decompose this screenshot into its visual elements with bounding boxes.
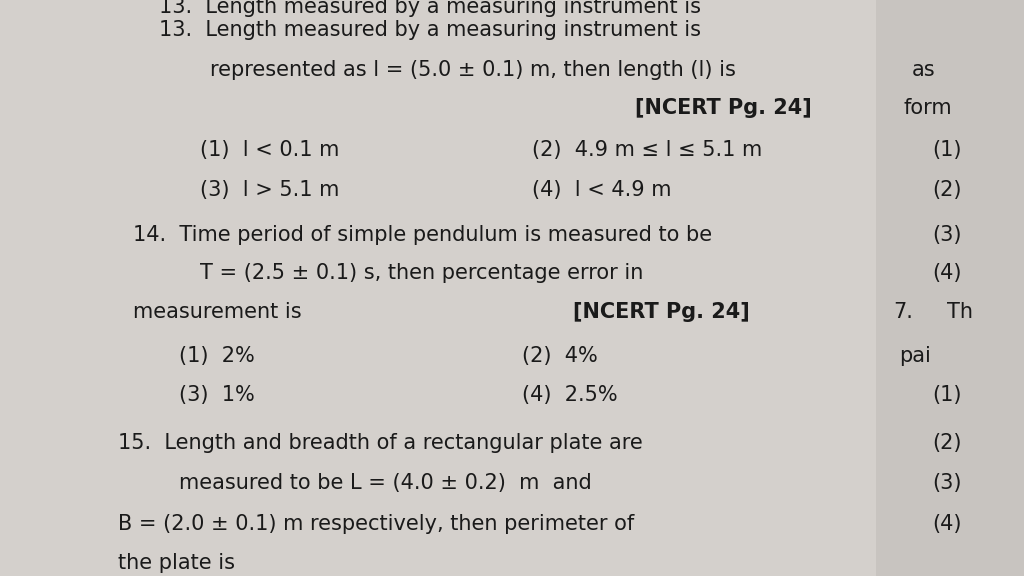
Bar <box>876 0 1024 576</box>
Text: (2): (2) <box>932 180 962 200</box>
Text: [NCERT Pg. 24]: [NCERT Pg. 24] <box>635 98 812 118</box>
Text: (3)  1%: (3) 1% <box>179 385 255 405</box>
Text: 14.  Time period of simple pendulum is measured to be: 14. Time period of simple pendulum is me… <box>133 225 713 245</box>
Text: (3)  l > 5.1 m: (3) l > 5.1 m <box>200 180 339 200</box>
Text: 13.  Length measured by a measuring instrument is: 13. Length measured by a measuring instr… <box>159 0 700 17</box>
Text: (2)  4%: (2) 4% <box>522 346 598 366</box>
Text: (3): (3) <box>932 225 962 245</box>
Text: B = (2.0 ± 0.1) m respectively, then perimeter of: B = (2.0 ± 0.1) m respectively, then per… <box>118 514 634 534</box>
Text: (1): (1) <box>932 385 962 405</box>
Text: (2): (2) <box>932 433 962 453</box>
Text: measurement is: measurement is <box>133 302 302 322</box>
Text: (1)  l < 0.1 m: (1) l < 0.1 m <box>200 140 339 160</box>
Text: pai: pai <box>899 346 931 366</box>
Text: measured to be L = (4.0 ± 0.2)  m  and: measured to be L = (4.0 ± 0.2) m and <box>179 473 592 494</box>
Text: form: form <box>903 98 951 118</box>
Text: (3): (3) <box>932 473 962 494</box>
Text: [NCERT Pg. 24]: [NCERT Pg. 24] <box>573 302 751 322</box>
Text: (4): (4) <box>932 263 962 283</box>
Text: Th: Th <box>947 302 973 322</box>
Text: T = (2.5 ± 0.1) s, then percentage error in: T = (2.5 ± 0.1) s, then percentage error… <box>200 263 643 283</box>
Text: (4)  l < 4.9 m: (4) l < 4.9 m <box>532 180 672 200</box>
Text: (4): (4) <box>932 514 962 534</box>
Text: 13.  Length measured by a measuring instrument is: 13. Length measured by a measuring instr… <box>159 20 700 40</box>
Text: (1): (1) <box>932 140 962 160</box>
Text: 15.  Length and breadth of a rectangular plate are: 15. Length and breadth of a rectangular … <box>118 433 642 453</box>
Text: (2)  4.9 m ≤ l ≤ 5.1 m: (2) 4.9 m ≤ l ≤ 5.1 m <box>532 140 763 160</box>
Text: represented as l = (5.0 ± 0.1) m, then length (l) is: represented as l = (5.0 ± 0.1) m, then l… <box>210 60 736 81</box>
Bar <box>0 0 876 576</box>
Text: as: as <box>911 60 935 81</box>
Text: (4)  2.5%: (4) 2.5% <box>522 385 617 405</box>
Text: 7.: 7. <box>893 302 912 322</box>
Text: (1)  2%: (1) 2% <box>179 346 255 366</box>
Text: the plate is: the plate is <box>118 553 234 573</box>
